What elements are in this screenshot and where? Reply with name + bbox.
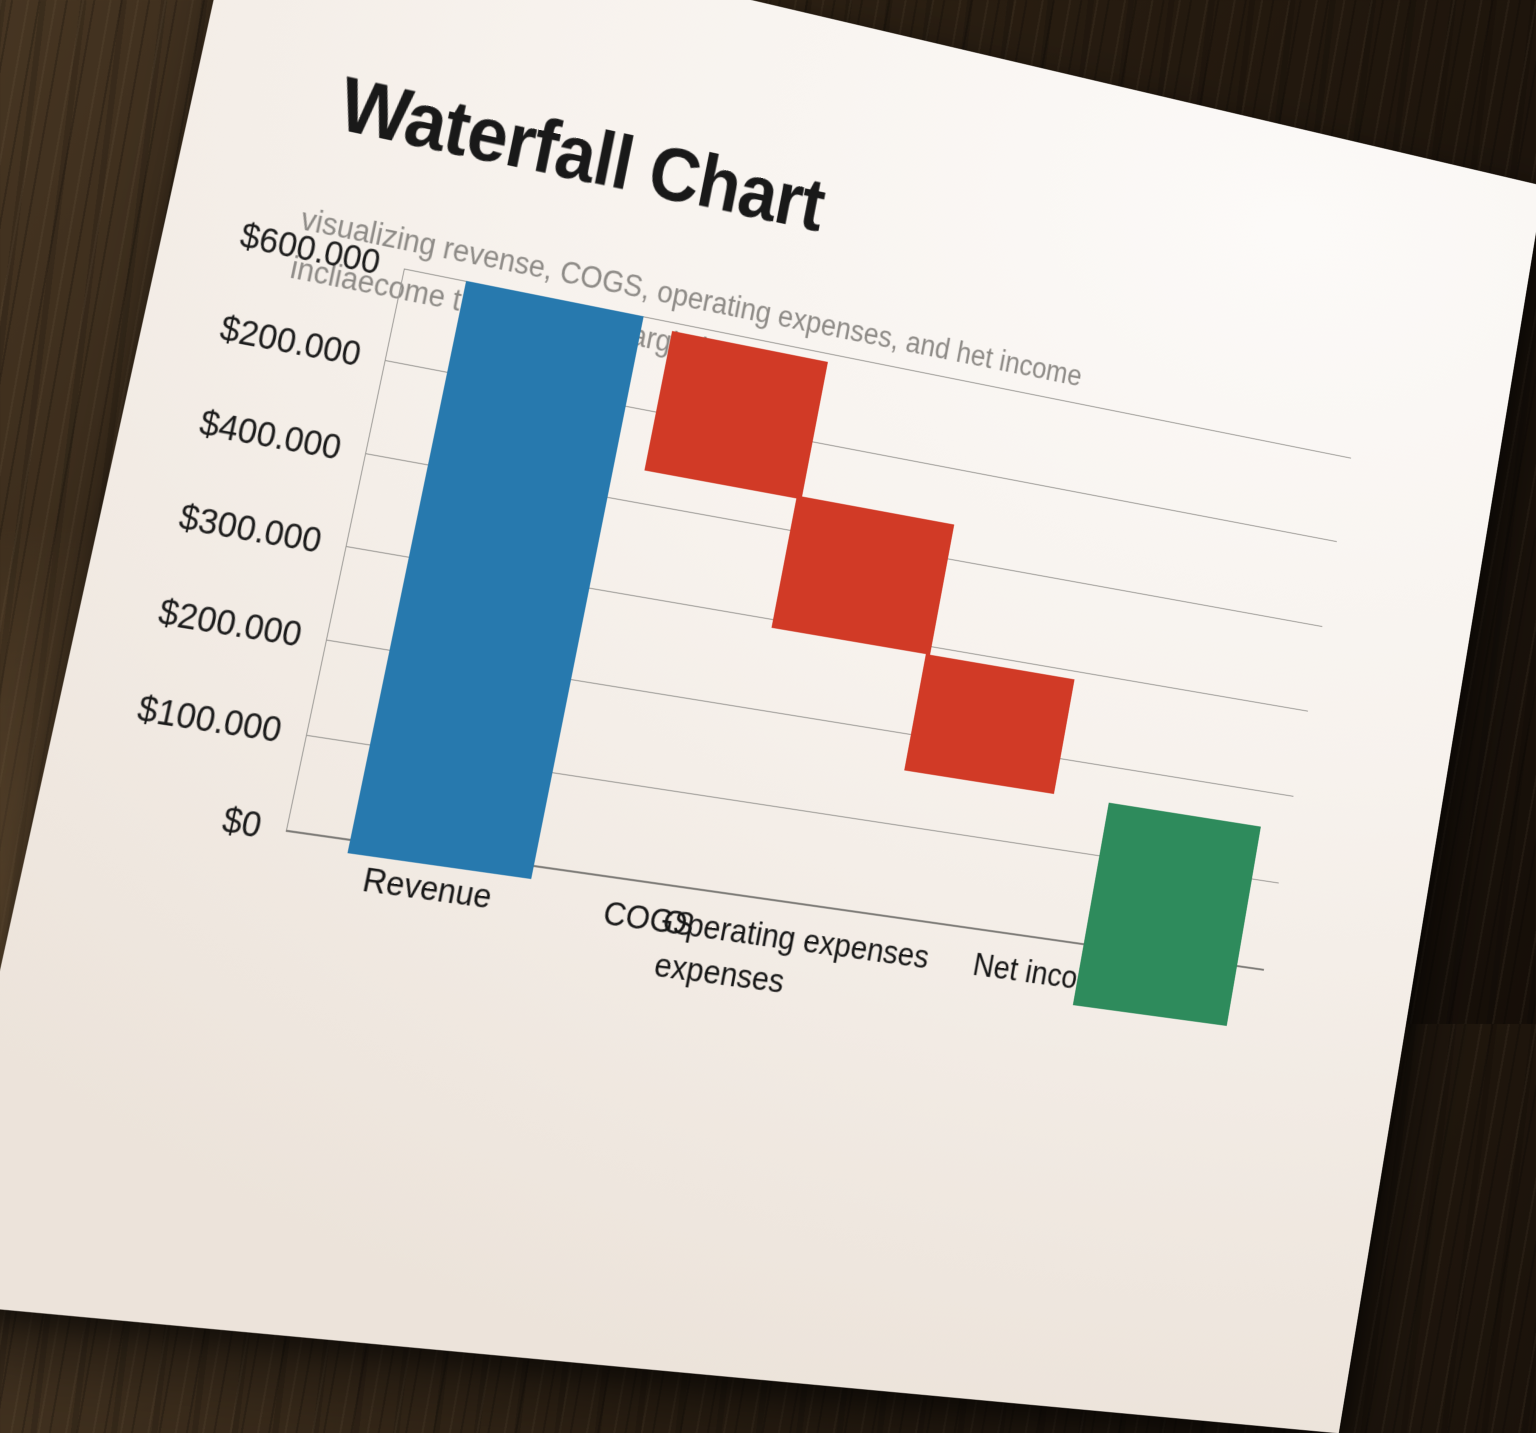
- y-tick-label: $400.000: [196, 402, 345, 468]
- operating-expenses-bar: [771, 498, 954, 656]
- cogs-bar: [644, 331, 828, 500]
- revenue-bar: [347, 280, 644, 880]
- y-tick-label: $200.000: [216, 308, 365, 375]
- x-category-label: Operating expenses expenses: [651, 900, 933, 1021]
- y-tick-label: $0: [218, 800, 266, 846]
- y-tick-label: $300.000: [175, 497, 326, 561]
- expense-step-bar: [903, 654, 1075, 794]
- y-tick-label: $200.000: [154, 592, 306, 656]
- y-tick-label: $100.000: [133, 688, 286, 750]
- plot-area: [285, 268, 1352, 1027]
